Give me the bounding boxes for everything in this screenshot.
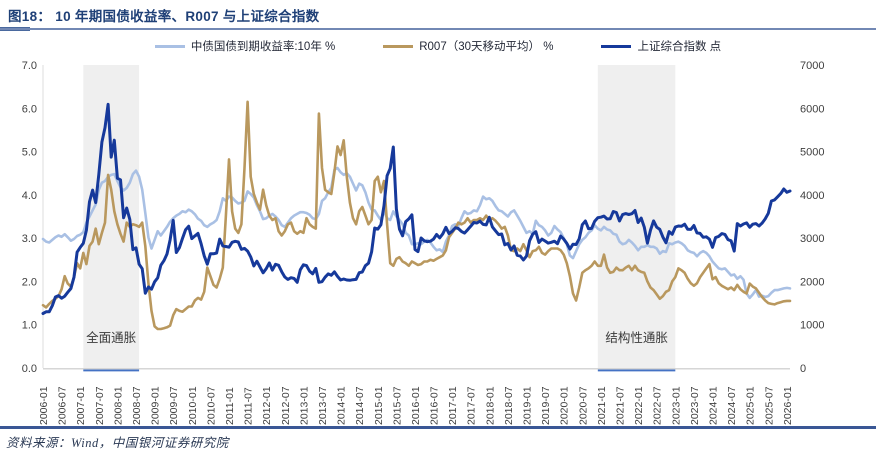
x-axis-tick-11: 2011-07 (243, 387, 255, 425)
left-axis-tick-2: 5.0 (22, 147, 37, 159)
x-axis-tick-7: 2009-07 (168, 386, 180, 425)
x-axis-tick-27: 2019-07 (540, 386, 552, 425)
x-axis-tick-30: 2021-01 (596, 386, 608, 425)
x-axis-tick-40: 2026-01 (782, 386, 794, 425)
legend-swatch-bond-yield (154, 44, 185, 48)
series-r007-line (41, 100, 792, 331)
band-0 (83, 65, 140, 368)
left-axis-tick-5: 2.0 (22, 276, 37, 288)
left-axis-tick-6: 1.0 (22, 320, 37, 332)
right-axis-tick-6: 1000 (800, 320, 824, 332)
x-axis-tick-2: 2007-01 (75, 386, 87, 425)
title-rule (0, 28, 876, 30)
line-chart: 全面通胀 结构性通胀 7.0 6.0 5.0 4.0 3.0 2.0 1.0 0.0 7000 600… (22, 60, 825, 425)
right-axis-tick-5: 2000 (800, 276, 824, 288)
legend-label-r007: R007（30天移动平均） % (419, 41, 554, 53)
x-axis-tick-37: 2024-07 (726, 386, 738, 425)
x-axis-tick-28: 2020-01 (559, 386, 571, 425)
source-note: 资料来源：Wind，中国银河证券研究院 (6, 436, 229, 450)
series-bond-yield-line (41, 166, 792, 300)
right-axis-tick-4: 3000 (800, 233, 824, 245)
x-axis-tick-13: 2012-07 (280, 386, 292, 425)
x-axis-tick-21: 2016-07 (429, 386, 441, 425)
legend-swatch-shcomp (601, 44, 632, 48)
footer-divider-bar (0, 426, 876, 429)
chart-legend: 中债国债到期收益率:10年 % R007（30天移动平均） % 上证综合指数 点 (0, 37, 876, 55)
left-axis-tick-1: 6.0 (22, 103, 37, 115)
right-axis-tick-3: 4000 (800, 190, 824, 202)
x-axis-tick-29: 2020-07 (577, 386, 589, 425)
x-axis-tick-16: 2014-01 (336, 386, 348, 425)
x-axis-tick-31: 2021-07 (615, 386, 627, 425)
left-axis-tick-4: 3.0 (22, 233, 37, 245)
x-axis-tick-39: 2025-07 (763, 386, 775, 425)
legend-item-shcomp: 上证综合指数 点 (601, 38, 721, 54)
legend-item-r007: R007（30天移动平均） % (383, 38, 553, 54)
legend-label-shcomp: 上证综合指数 点 (637, 41, 722, 53)
x-axis-tick-12: 2012-01 (261, 386, 273, 425)
figure-title: 图18： 10 年期国债收益率、R007 与上证综合指数 (8, 9, 320, 24)
x-axis-tick-8: 2010-01 (187, 386, 199, 425)
x-axis-tick-1: 2006-07 (57, 386, 69, 425)
x-axis-tick-5: 2008-07 (131, 386, 143, 425)
x-axis-tick-32: 2022-01 (633, 386, 645, 425)
legend-swatch-r007 (383, 44, 414, 48)
x-axis-tick-38: 2025-01 (745, 386, 757, 425)
x-axis-tick-6: 2009-01 (150, 386, 162, 425)
x-axis-tick-23: 2017-07 (466, 386, 478, 425)
x-axis-tick-25: 2018-07 (503, 386, 515, 425)
series-shcomp-line (41, 102, 792, 315)
x-axis-tick-18: 2015-01 (373, 386, 385, 425)
x-axis-tick-24: 2018-01 (484, 386, 496, 425)
x-axis-tick-35: 2023-07 (689, 386, 701, 425)
right-axis-tick-0: 7000 (800, 60, 824, 72)
right-axis-tick-2: 5000 (800, 147, 824, 159)
left-axis-tick-0: 7.0 (22, 60, 37, 72)
x-axis-tick-20: 2016-01 (410, 386, 422, 425)
x-axis-tick-9: 2010-07 (205, 386, 217, 425)
x-axis-tick-36: 2024-01 (708, 386, 720, 425)
x-axis-tick-15: 2013-07 (317, 386, 329, 425)
x-axis-tick-3: 2007-07 (94, 386, 106, 425)
legend-item-bond-yield: 中债国债到期收益率:10年 % (154, 38, 336, 54)
right-axis-tick-7: 0 (800, 363, 806, 375)
x-axis-tick-33: 2022-07 (652, 386, 664, 425)
x-axis-tick-14: 2013-01 (298, 386, 310, 425)
band-label-0: 全面通胀 (86, 330, 137, 345)
x-axis-tick-0: 2006-01 (38, 386, 50, 425)
band-label-1: 结构性通胀 (605, 330, 668, 345)
x-axis-tick-17: 2014-07 (354, 386, 366, 425)
legend-label-bond-yield: 中债国债到期收益率:10年 % (190, 41, 336, 53)
left-axis-tick-3: 4.0 (22, 190, 37, 202)
x-axis-tick-10: 2011-01 (224, 387, 236, 425)
right-axis-tick-1: 6000 (800, 103, 824, 115)
x-axis-tick-19: 2015-07 (391, 386, 403, 425)
x-axis-tick-34: 2023-01 (670, 386, 682, 425)
x-axis-tick-22: 2017-01 (447, 386, 459, 425)
x-axis-tick-4: 2008-01 (112, 386, 124, 425)
left-axis-tick-7: 0.0 (22, 363, 37, 375)
x-axis-tick-26: 2019-01 (522, 386, 534, 425)
